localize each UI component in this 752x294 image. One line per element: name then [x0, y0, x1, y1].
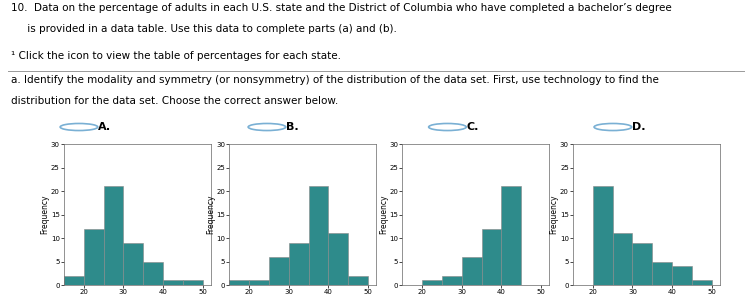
Text: D.: D.	[632, 122, 645, 132]
Text: A.: A.	[98, 122, 111, 132]
Bar	[348, 276, 368, 285]
Bar	[672, 266, 692, 285]
Bar	[613, 233, 632, 285]
Y-axis label: Frequency: Frequency	[379, 195, 388, 234]
Bar	[502, 186, 521, 285]
Bar	[249, 280, 269, 285]
Text: ¹ Click the icon to view the table of percentages for each state.: ¹ Click the icon to view the table of pe…	[11, 51, 341, 61]
Bar	[289, 243, 308, 285]
Bar	[652, 262, 672, 285]
Text: 10.  Data on the percentage of adults in each U.S. state and the District of Col: 10. Data on the percentage of adults in …	[11, 3, 672, 13]
Bar	[632, 243, 652, 285]
Bar	[462, 257, 481, 285]
Bar	[64, 276, 83, 285]
Bar	[183, 280, 202, 285]
Bar	[123, 243, 143, 285]
Bar	[422, 280, 442, 285]
Bar	[329, 233, 348, 285]
Y-axis label: Frequency: Frequency	[41, 195, 50, 234]
Text: distribution for the data set. Choose the correct answer below.: distribution for the data set. Choose th…	[11, 96, 338, 106]
Text: is provided in a data table. Use this data to complete parts (a) and (b).: is provided in a data table. Use this da…	[11, 24, 397, 34]
Text: C.: C.	[466, 122, 478, 132]
Text: a. Identify the modality and symmetry (or nonsymmetry) of the distribution of th: a. Identify the modality and symmetry (o…	[11, 75, 660, 85]
Bar	[269, 257, 289, 285]
Bar	[308, 186, 329, 285]
Bar	[229, 280, 249, 285]
Bar	[83, 229, 104, 285]
Y-axis label: Frequency: Frequency	[206, 195, 215, 234]
Bar	[442, 276, 462, 285]
Bar	[143, 262, 163, 285]
Bar	[163, 280, 183, 285]
Bar	[104, 186, 123, 285]
Bar	[593, 186, 613, 285]
Bar	[692, 280, 711, 285]
Bar	[481, 229, 502, 285]
Y-axis label: Frequency: Frequency	[550, 195, 559, 234]
Text: B.: B.	[286, 122, 299, 132]
